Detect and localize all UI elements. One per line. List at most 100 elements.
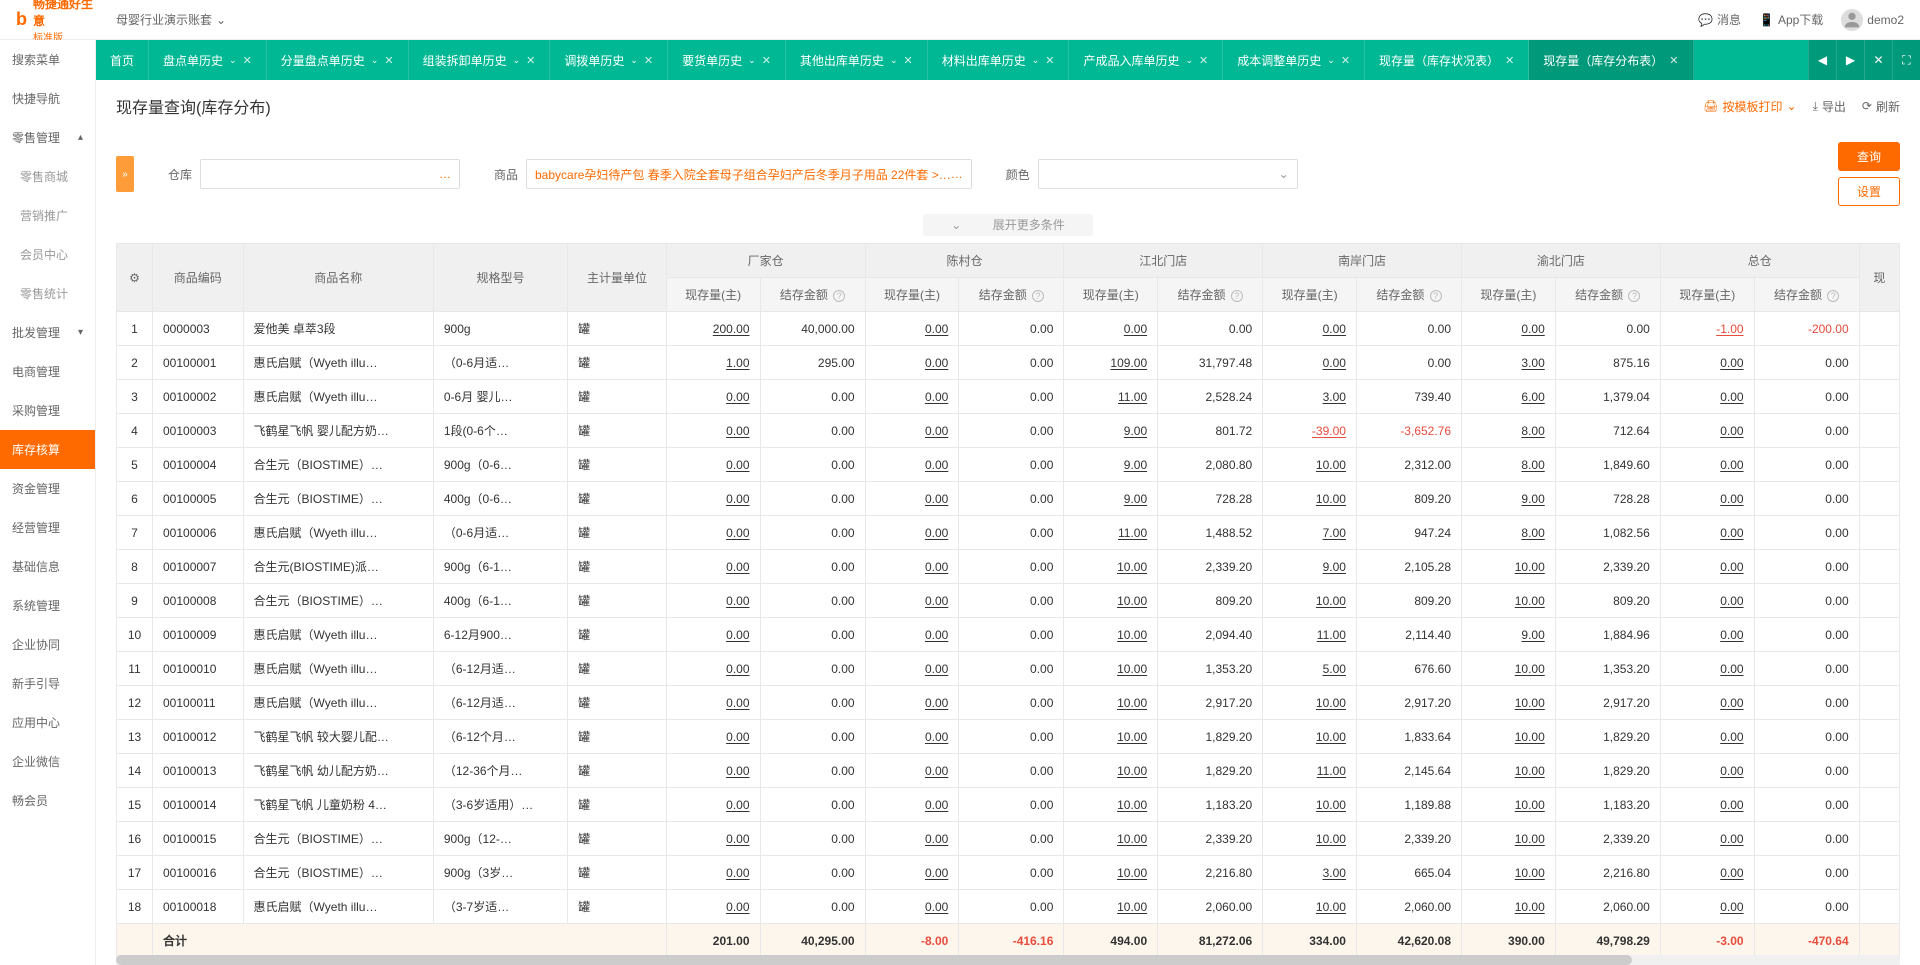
tab[interactable]: 要货单历史⌄✕	[668, 40, 786, 80]
cell-qty[interactable]: 3.00	[1263, 380, 1357, 414]
cell-qty[interactable]: 0.00	[865, 380, 959, 414]
sidebar-item[interactable]: 批发管理▾	[0, 313, 95, 352]
cell-qty[interactable]: 10.00	[1462, 788, 1556, 822]
cell-qty[interactable]: 10.00	[1263, 686, 1357, 720]
cell-qty[interactable]: 10.00	[1263, 448, 1357, 482]
table-row[interactable]: 16 00100015 合生元（BIOSTIME）… 900g（12-… 罐0.…	[117, 822, 1900, 856]
tab-close-icon[interactable]: ✕	[762, 54, 771, 67]
cell-qty[interactable]: 0.00	[666, 448, 760, 482]
scrollbar-thumb[interactable]	[116, 955, 1632, 965]
help-icon[interactable]: ?	[1032, 290, 1044, 302]
export-action[interactable]: ⤓ 导出	[1813, 98, 1846, 115]
cell-qty[interactable]: 10.00	[1462, 550, 1556, 584]
table-row[interactable]: 13 00100012 飞鹤星飞帆 较大婴儿配… （6-12个月… 罐0.000…	[117, 720, 1900, 754]
cell-qty[interactable]: 0.00	[1660, 618, 1754, 652]
cell-qty[interactable]: 0.00	[865, 788, 959, 822]
cell-qty[interactable]: 10.00	[1263, 720, 1357, 754]
cell-qty[interactable]: 11.00	[1263, 618, 1357, 652]
cell-qty[interactable]: 0.00	[666, 822, 760, 856]
cell-qty[interactable]: 0.00	[1660, 754, 1754, 788]
cell-qty[interactable]: 8.00	[1462, 516, 1556, 550]
cell-qty[interactable]: 0.00	[865, 414, 959, 448]
cell-qty[interactable]: 6.00	[1462, 380, 1556, 414]
cell-qty[interactable]: 0.00	[1660, 482, 1754, 516]
cell-qty[interactable]: 0.00	[1263, 346, 1357, 380]
cell-qty[interactable]: 10.00	[1263, 890, 1357, 924]
tab[interactable]: 调拨单历史⌄✕	[550, 40, 668, 80]
tab[interactable]: 产成品入库单历史⌄✕	[1069, 40, 1223, 80]
help-icon[interactable]: ?	[1231, 290, 1243, 302]
cell-qty[interactable]: 9.00	[1462, 482, 1556, 516]
sidebar-subitem[interactable]: 营销推广	[0, 196, 95, 235]
cell-qty[interactable]: 10.00	[1462, 822, 1556, 856]
cell-qty[interactable]: 0.00	[865, 686, 959, 720]
sidebar-item[interactable]: 库存核算	[0, 430, 95, 469]
cell-qty[interactable]: 3.00	[1462, 346, 1556, 380]
help-icon[interactable]: ?	[1430, 290, 1442, 302]
help-icon[interactable]: ?	[1628, 290, 1640, 302]
sidebar-subitem[interactable]: 零售商城	[0, 157, 95, 196]
sidebar-item[interactable]: 资金管理	[0, 469, 95, 508]
cell-qty[interactable]: 10.00	[1064, 890, 1158, 924]
table-row[interactable]: 1 0000003 爱他美 卓萃3段 900g 罐200.0040,000.00…	[117, 312, 1900, 346]
cell-qty[interactable]: -1.00	[1660, 312, 1754, 346]
cell-qty[interactable]: 10.00	[1064, 720, 1158, 754]
cell-qty[interactable]: 0.00	[666, 516, 760, 550]
sidebar-search[interactable]: 搜索菜单	[0, 40, 95, 79]
tab-close-icon[interactable]: ✕	[1045, 54, 1054, 67]
cell-qty[interactable]: 0.00	[666, 788, 760, 822]
tab-close-icon[interactable]: ✕	[243, 54, 252, 67]
cell-qty[interactable]: 0.00	[666, 584, 760, 618]
cell-qty[interactable]: 0.00	[865, 890, 959, 924]
cell-qty[interactable]: 0.00	[1660, 414, 1754, 448]
settings-column[interactable]: ⚙	[117, 244, 153, 312]
cell-qty[interactable]: 10.00	[1462, 584, 1556, 618]
tab-close-icon[interactable]: ✕	[384, 54, 393, 67]
cell-qty[interactable]: 0.00	[865, 312, 959, 346]
table-row[interactable]: 12 00100011 惠氏启赋（Wyeth illu… （6-12月适… 罐0…	[117, 686, 1900, 720]
tab[interactable]: 盘点单历史⌄✕	[149, 40, 267, 80]
cell-qty[interactable]: 0.00	[865, 856, 959, 890]
cell-qty[interactable]: 0.00	[865, 516, 959, 550]
tab[interactable]: 首页	[96, 40, 149, 80]
tab-prev-button[interactable]: ◀	[1808, 40, 1836, 80]
cell-qty[interactable]: 0.00	[666, 720, 760, 754]
cell-qty[interactable]: 9.00	[1064, 482, 1158, 516]
sidebar-subitem[interactable]: 零售统计	[0, 274, 95, 313]
table-row[interactable]: 2 00100001 惠氏启赋（Wyeth illu… （0-6月适… 罐1.0…	[117, 346, 1900, 380]
cell-qty[interactable]: 0.00	[1660, 720, 1754, 754]
account-selector[interactable]: 母婴行业演示账套 ⌄	[116, 11, 226, 28]
tab[interactable]: 分量盘点单历史⌄✕	[267, 40, 409, 80]
cell-qty[interactable]: 10.00	[1462, 652, 1556, 686]
cell-qty[interactable]: 10.00	[1064, 822, 1158, 856]
product-input[interactable]: babycare孕妇待产包 春季入院全套母子组合孕妇产后冬季月子用品 22件套 …	[526, 159, 972, 189]
tab-close-icon[interactable]: ✕	[526, 54, 535, 67]
cell-qty[interactable]: 0.00	[1660, 652, 1754, 686]
sidebar-item[interactable]: 企业微信	[0, 742, 95, 781]
cell-qty[interactable]: 10.00	[1462, 754, 1556, 788]
table-row[interactable]: 14 00100013 飞鹤星飞帆 幼儿配方奶… （12-36个月… 罐0.00…	[117, 754, 1900, 788]
table-row[interactable]: 6 00100005 合生元（BIOSTIME）… 400g（0-6… 罐0.0…	[117, 482, 1900, 516]
cell-qty[interactable]: 8.00	[1462, 414, 1556, 448]
cell-qty[interactable]: 10.00	[1064, 652, 1158, 686]
settings-button[interactable]: 设置	[1838, 177, 1900, 206]
tab-close-icon[interactable]: ✕	[1199, 54, 1208, 67]
table-row[interactable]: 11 00100010 惠氏启赋（Wyeth illu… （6-12月适… 罐0…	[117, 652, 1900, 686]
expand-more-toggle[interactable]: ⌄ 展开更多条件	[96, 206, 1920, 243]
cell-qty[interactable]: 0.00	[666, 652, 760, 686]
cell-qty[interactable]: 10.00	[1064, 754, 1158, 788]
cell-qty[interactable]: 0.00	[666, 550, 760, 584]
tab[interactable]: 成本调整单历史⌄✕	[1223, 40, 1365, 80]
help-icon[interactable]: ?	[1827, 290, 1839, 302]
table-row[interactable]: 17 00100016 合生元（BIOSTIME）… 900g（3岁… 罐0.0…	[117, 856, 1900, 890]
cell-qty[interactable]: 0.00	[1064, 312, 1158, 346]
cell-qty[interactable]: 10.00	[1064, 550, 1158, 584]
table-row[interactable]: 9 00100008 合生元（BIOSTIME）… 400g（6-1… 罐0.0…	[117, 584, 1900, 618]
table-row[interactable]: 4 00100003 飞鹤星飞帆 婴儿配方奶… 1段(0-6个… 罐0.000.…	[117, 414, 1900, 448]
tab[interactable]: 其他出库单历史⌄✕	[786, 40, 928, 80]
cell-qty[interactable]: 0.00	[1660, 890, 1754, 924]
sidebar-item[interactable]: 新手引导	[0, 664, 95, 703]
cell-qty[interactable]: 0.00	[865, 754, 959, 788]
cell-qty[interactable]: 0.00	[865, 720, 959, 754]
cell-qty[interactable]: 9.00	[1064, 414, 1158, 448]
